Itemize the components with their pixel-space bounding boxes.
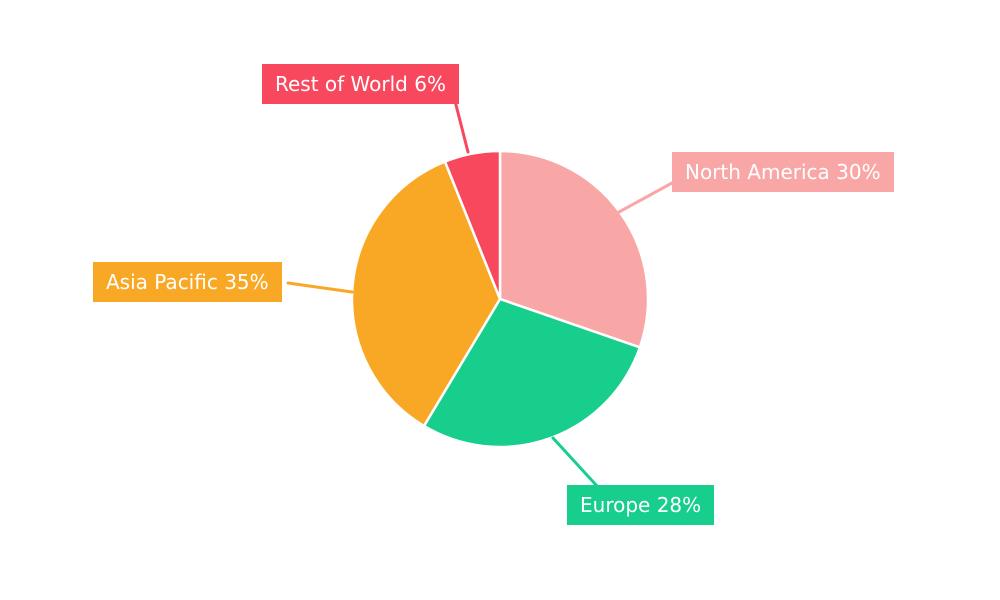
- leader-line-north-america: [617, 181, 674, 214]
- leader-line-asia-pacific: [286, 281, 354, 294]
- leader-line-europe: [551, 436, 599, 488]
- callout-label-north-america: North America 30%: [672, 152, 894, 192]
- pie-slice-north-america[interactable]: [498, 149, 650, 349]
- callout-label-europe: Europe 28%: [567, 485, 715, 525]
- leader-line-rest-of-world: [453, 99, 470, 154]
- pie-slice-rest-of-world[interactable]: [443, 149, 502, 301]
- callout-label-rest-of-world: Rest of World 6%: [262, 64, 459, 104]
- callout-label-asia-pacific: Asia Pacific 35%: [93, 262, 282, 302]
- pie-slice-asia-pacific[interactable]: [350, 160, 502, 428]
